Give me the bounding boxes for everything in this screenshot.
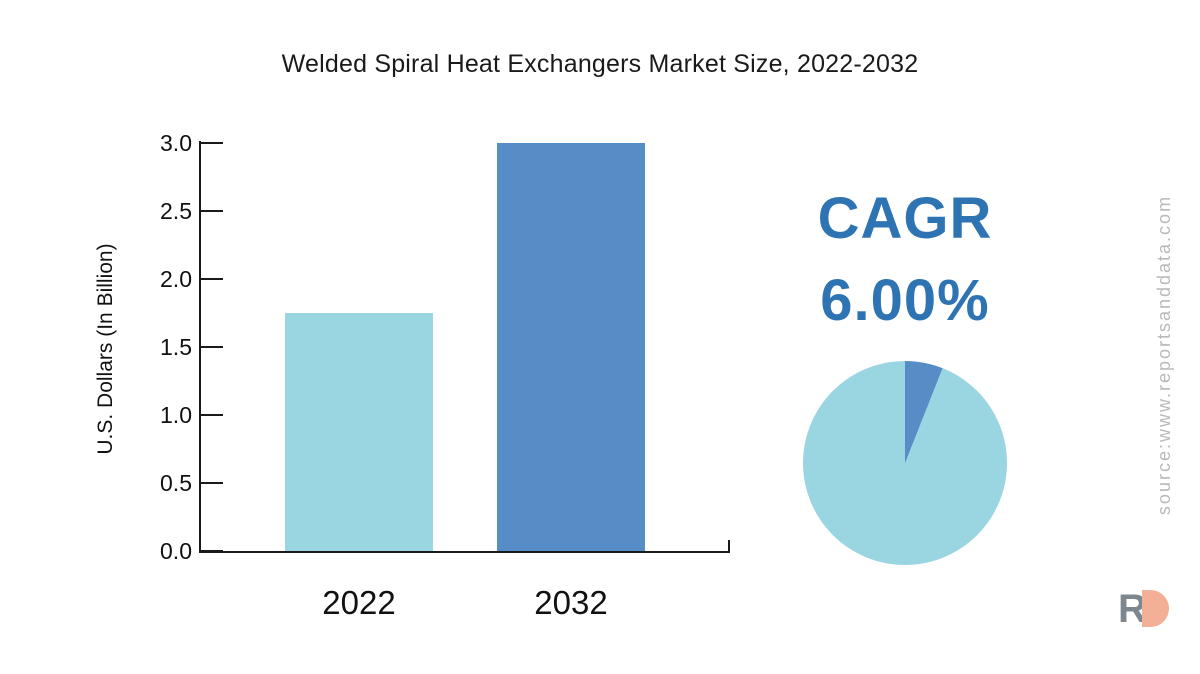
y-tick-mark <box>201 482 223 484</box>
y-axis-line <box>199 141 201 553</box>
y-tick-label: 3.0 <box>160 130 192 156</box>
x-category-label: 2022 <box>322 584 396 621</box>
chart-title: Welded Spiral Heat Exchangers Market Siz… <box>281 50 919 78</box>
y-tick-label: 0.5 <box>160 470 192 496</box>
x-axis-end-tick <box>728 540 730 551</box>
cagr-label: CAGR <box>817 186 993 251</box>
y-tick-mark <box>201 278 223 280</box>
cagr-block: CAGR 6.00% <box>780 178 1030 342</box>
y-tick-mark <box>201 142 223 144</box>
y-tick-mark <box>201 550 223 552</box>
logo-d-shape <box>1141 590 1169 627</box>
cagr-value: 6.00% <box>820 268 990 333</box>
source-watermark: source:www.reportsanddata.com <box>1154 194 1174 516</box>
reportsanddata-logo: R <box>1118 589 1169 629</box>
y-tick-label: 2.5 <box>160 198 192 224</box>
y-tick-label: 1.5 <box>160 334 192 360</box>
y-tick-mark <box>201 414 223 416</box>
y-tick-label: 0.0 <box>160 538 192 564</box>
cagr-pie-chart <box>803 361 1007 565</box>
y-tick-mark <box>201 346 223 348</box>
y-tick-label: 1.0 <box>160 402 192 428</box>
bar-2022 <box>285 313 433 551</box>
x-category-label: 2032 <box>534 584 608 621</box>
y-tick-label: 2.0 <box>160 266 192 292</box>
x-axis-line <box>199 551 730 553</box>
bar-2032 <box>497 143 645 551</box>
y-axis-label: U.S. Dollars (In Billion) <box>94 243 117 455</box>
y-tick-mark <box>201 210 223 212</box>
